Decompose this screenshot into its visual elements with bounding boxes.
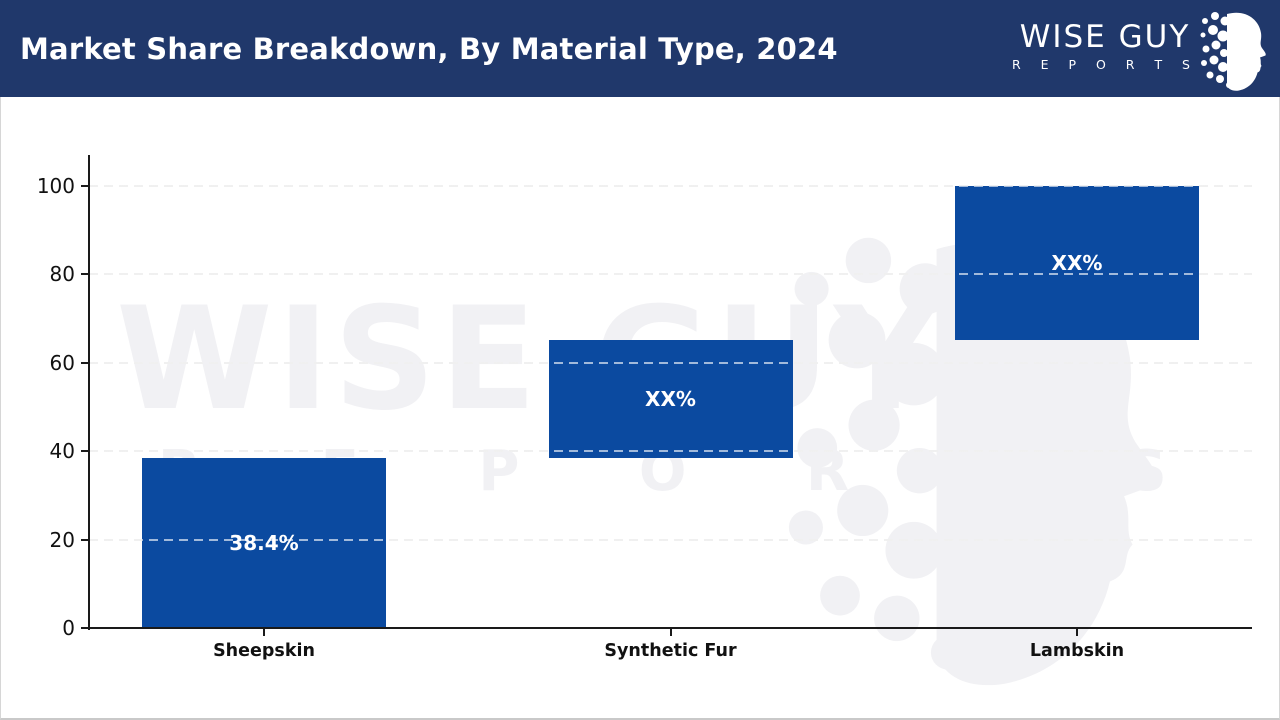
y-tick-label: 0 (62, 616, 75, 640)
y-tick-label: 100 (36, 173, 75, 198)
gridline-overlay (89, 538, 1252, 541)
logo-text: WISE GUY R E P O R T S (1012, 20, 1198, 72)
x-axis (89, 627, 1252, 629)
y-tick (81, 184, 88, 187)
gridline-overlay (89, 450, 1252, 453)
bar-value-label: XX% (1051, 250, 1103, 275)
logo-wordmark: WISE GUY (1019, 19, 1191, 55)
logo-subtitle: R E P O R T S (1011, 57, 1198, 72)
x-tick (263, 629, 265, 636)
watermark-face-icon (745, 215, 1185, 719)
header-band: Market Share Breakdown, By Material Type… (0, 0, 1280, 97)
gridline-overlay (89, 361, 1252, 364)
x-tick (1076, 629, 1078, 636)
x-category-label: Lambskin (1029, 641, 1125, 661)
wise-guy-reports-logo: WISE GUY R E P O R T S (1012, 6, 1268, 92)
watermark: WISE GUY R E P O R T S (0, 97, 1280, 720)
y-tick (81, 273, 88, 276)
y-tick-label: 80 (49, 262, 75, 287)
bar-value-label: XX% (645, 387, 696, 411)
y-tick (81, 361, 88, 364)
bar-value-label: 38.4% (229, 531, 299, 556)
dotted-face-profile-icon (1196, 8, 1268, 100)
gridline-overlay (89, 184, 1252, 187)
y-tick-label: 60 (49, 350, 75, 375)
y-tick (81, 627, 88, 629)
y-tick-label: 40 (49, 439, 75, 464)
bar-sheepskin (142, 458, 386, 628)
x-tick (669, 629, 672, 636)
y-tick (81, 450, 88, 453)
x-category-label: Sheepskin (213, 641, 315, 661)
gridline-overlay (89, 273, 1252, 276)
page-title: Market Share Breakdown, By Material Type… (20, 31, 838, 66)
bar-synthetic-fur (548, 339, 793, 459)
y-tick-label: 20 (49, 527, 75, 552)
y-tick (81, 538, 88, 541)
y-axis (88, 155, 90, 630)
x-category-label: Synthetic Fur (604, 641, 737, 661)
bar-lambskin (955, 185, 1199, 340)
